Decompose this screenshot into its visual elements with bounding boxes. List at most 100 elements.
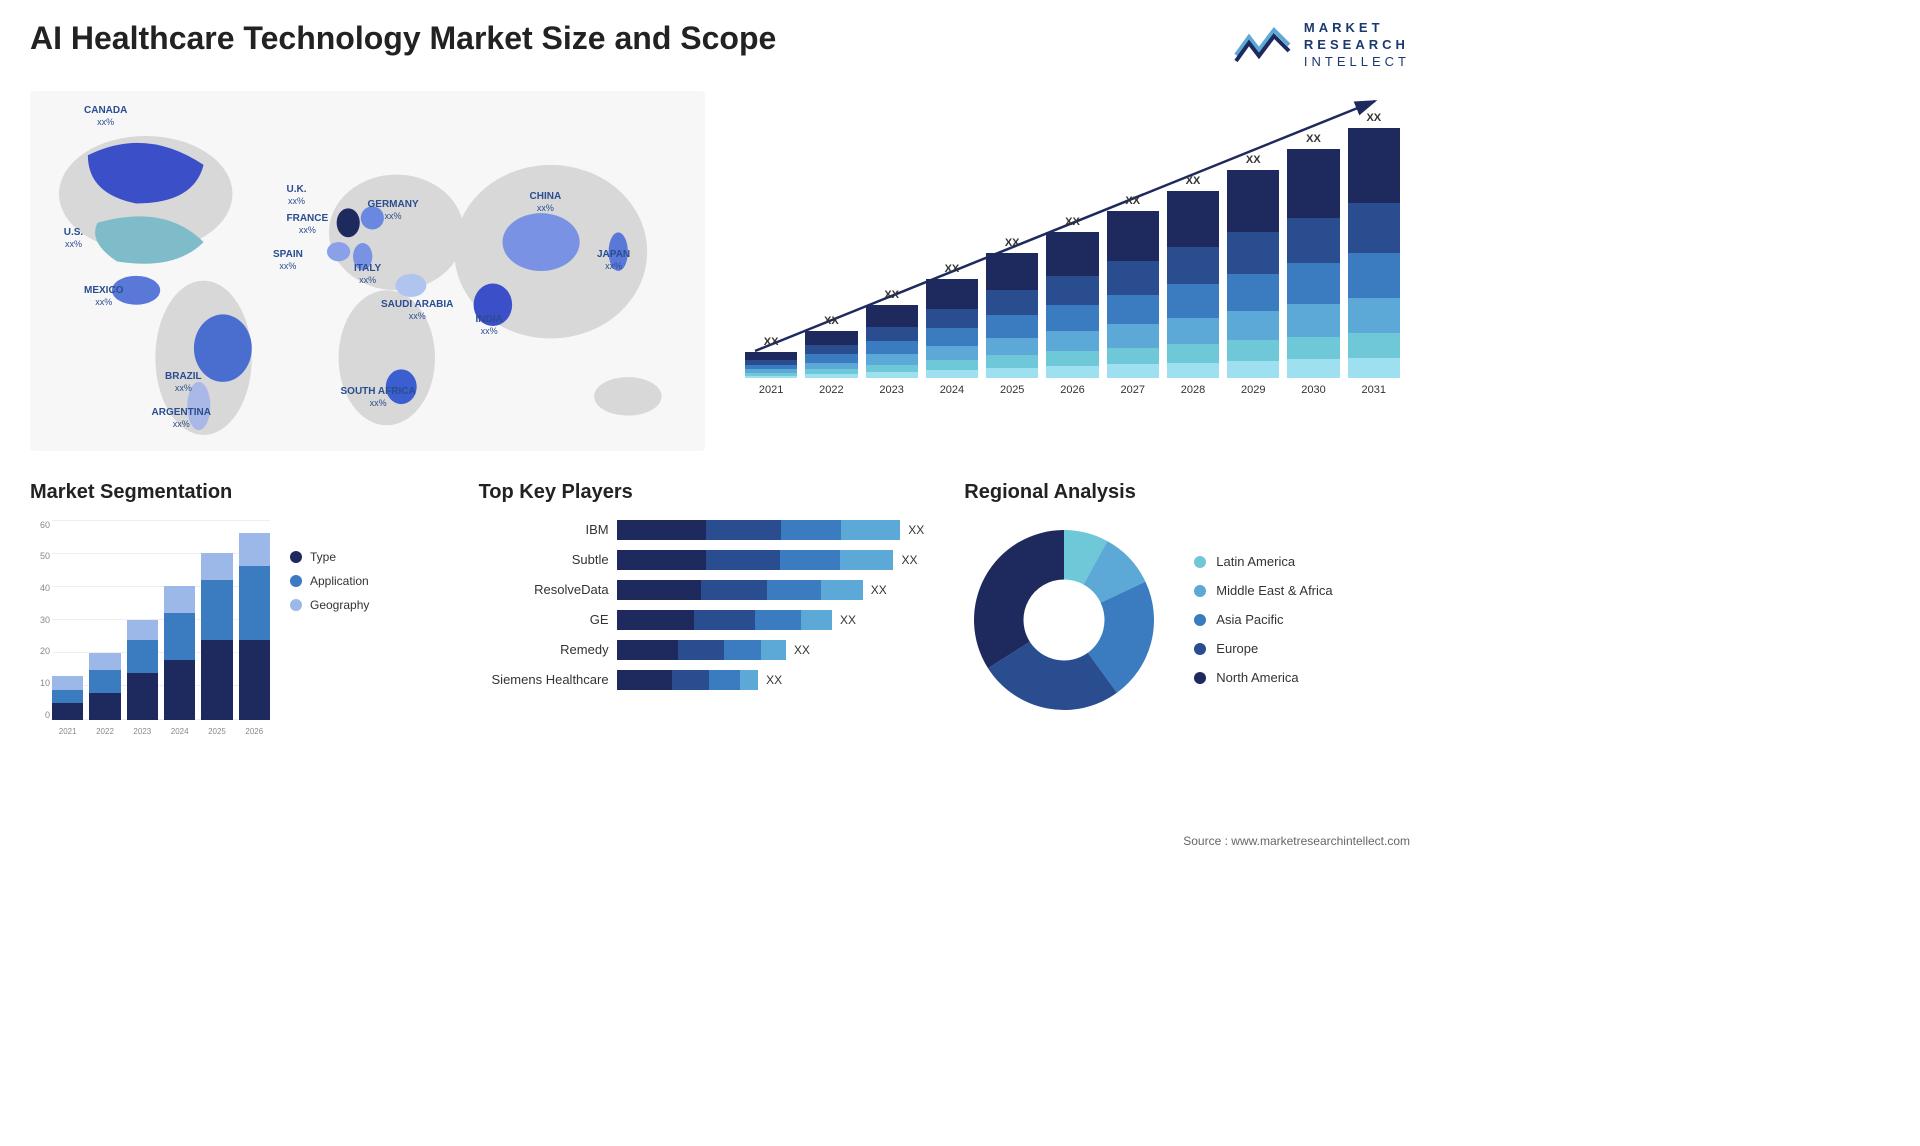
map-label-saudiarabia: SAUDI ARABIAxx%: [381, 299, 453, 323]
growth-year-label: 2027: [1120, 384, 1144, 396]
map-label-france: FRANCExx%: [287, 213, 329, 237]
seg-year-label: 2021: [52, 727, 83, 736]
player-bar: XX: [617, 520, 925, 540]
growth-bar-2025: XX 2025: [986, 237, 1038, 396]
growth-bar-2024: XX 2024: [926, 263, 978, 396]
player-name: Siemens Healthcare: [479, 672, 609, 687]
regional-title: Regional Analysis: [964, 481, 1410, 504]
player-name: IBM: [479, 522, 609, 537]
growth-year-label: 2029: [1241, 384, 1265, 396]
seg-bar-2025: 2025: [201, 553, 232, 720]
map-label-spain: SPAINxx%: [273, 249, 303, 273]
player-bar: XX: [617, 640, 925, 660]
seg-year-label: 2023: [127, 727, 158, 736]
seg-bar-2021: 2021: [52, 676, 83, 719]
regional-donut: [964, 520, 1164, 720]
map-label-india: INDIAxx%: [476, 314, 503, 338]
map-label-canada: CANADAxx%: [84, 105, 127, 129]
player-value: XX: [794, 643, 810, 657]
player-name: Subtle: [479, 552, 609, 567]
regional-chart: Latin America Middle East & Africa Asia Pa…: [964, 520, 1410, 720]
world-map-section: CANADAxx% U.S.xx% MEXICOxx% BRAZILxx% ARGENT…: [30, 91, 705, 451]
segmentation-plot: 6050403020100 202120222023202420252026: [30, 520, 270, 740]
growth-bar-label: XX: [1246, 154, 1261, 166]
growth-bar-label: XX: [1125, 195, 1140, 207]
player-name: ResolveData: [479, 582, 609, 597]
seg-legend-application: Application: [290, 574, 369, 588]
player-bar: XX: [617, 670, 925, 690]
seg-legend-geography: Geography: [290, 598, 369, 612]
region-legend-middleeastafrica: Middle East & Africa: [1194, 583, 1332, 598]
growth-bar-label: XX: [1366, 112, 1381, 124]
seg-bar-2024: 2024: [164, 586, 195, 719]
player-row-ge: GE XX: [479, 610, 925, 630]
region-legend-latinamerica: Latin America: [1194, 554, 1332, 569]
player-value: XX: [766, 673, 782, 687]
growth-bar-label: XX: [884, 289, 899, 301]
growth-bar-2021: XX 2021: [745, 336, 797, 396]
map-label-china: CHINAxx%: [530, 191, 562, 215]
map-label-brazil: BRAZILxx%: [165, 371, 202, 395]
players-title: Top Key Players: [479, 481, 925, 504]
players-section: Top Key Players IBMXXSubtleXXResolveData…: [479, 481, 925, 740]
logo-icon: [1234, 25, 1294, 65]
donut-slice-northamerica: [974, 530, 1064, 668]
header: AI Healthcare Technology Market Size and…: [30, 20, 1410, 71]
growth-bar-2027: XX 2027: [1107, 195, 1159, 395]
growth-bar-label: XX: [1005, 237, 1020, 249]
logo-text: MARKET RESEARCH INTELLECT: [1304, 20, 1410, 71]
player-value: XX: [871, 583, 887, 597]
seg-year-label: 2022: [89, 727, 120, 736]
map-label-argentina: ARGENTINAxx%: [152, 407, 211, 431]
growth-bar-label: XX: [764, 336, 779, 348]
player-value: XX: [840, 613, 856, 627]
player-bar: XX: [617, 580, 925, 600]
growth-bar-2026: XX2026: [1046, 216, 1098, 396]
segmentation-section: Market Segmentation 6050403020100 202120…: [30, 481, 439, 740]
growth-year-label: 2025: [1000, 384, 1024, 396]
map-label-italy: ITALYxx%: [354, 263, 381, 287]
page-title: AI Healthcare Technology Market Size and…: [30, 20, 776, 57]
map-label-us: U.S.xx%: [64, 227, 83, 251]
region-legend-europe: Europe: [1194, 641, 1332, 656]
seg-year-label: 2025: [201, 727, 232, 736]
growth-year-label: 2021: [759, 384, 783, 396]
map-label-japan: JAPANxx%: [597, 249, 630, 273]
top-row: CANADAxx% U.S.xx% MEXICOxx% BRAZILxx% ARGENT…: [30, 91, 1410, 451]
seg-bar-2022: 2022: [89, 653, 120, 720]
source-attribution: Source : www.marketresearchintellect.com: [1183, 834, 1410, 848]
player-row-siemenshealthcare: Siemens Healthcare XX: [479, 670, 925, 690]
segmentation-title: Market Segmentation: [30, 481, 439, 504]
growth-year-label: 2024: [940, 384, 964, 396]
seg-year-label: 2026: [239, 727, 270, 736]
growth-year-label: 2026: [1060, 384, 1084, 396]
player-value: XX: [908, 523, 924, 537]
map-label-southafrica: SOUTH AFRICAxx%: [341, 386, 416, 410]
growth-forecast-section: XX2021XX2022XX2023XX2024XX2025XX2026XX20…: [735, 91, 1410, 451]
seg-year-label: 2024: [164, 727, 195, 736]
seg-legend-type: Type: [290, 550, 369, 564]
growth-bar-2028: XX2028: [1167, 175, 1219, 396]
player-row-remedy: RemedyXX: [479, 640, 925, 660]
segmentation-legend: Type Application Geography: [290, 520, 369, 740]
segmentation-bars: 202120222023202420252026: [52, 520, 270, 720]
growth-bar-2031: XX2031: [1348, 112, 1400, 396]
growth-bar-2029: XX 2029: [1227, 154, 1279, 396]
growth-year-label: 2030: [1301, 384, 1325, 396]
seg-bar-2023: 2023: [127, 620, 158, 720]
growth-bar-2022: XX2022: [805, 315, 857, 396]
region-legend-asiapacific: Asia Pacific: [1194, 612, 1332, 627]
map-label-mexico: MEXICOxx%: [84, 285, 123, 309]
regional-section: Regional Analysis Latin America Middle Ea…: [964, 481, 1410, 740]
player-row-resolvedata: ResolveData XX: [479, 580, 925, 600]
segmentation-y-axis: 6050403020100: [30, 520, 50, 720]
brand-logo: MARKET RESEARCH INTELLECT: [1234, 20, 1410, 71]
world-map: CANADAxx% U.S.xx% MEXICOxx% BRAZILxx% ARGENT…: [30, 91, 705, 451]
player-name: GE: [479, 612, 609, 627]
player-bar: XX: [617, 610, 925, 630]
map-label-germany: GERMANYxx%: [368, 199, 419, 223]
segmentation-chart: 6050403020100 202120222023202420252026 T…: [30, 520, 439, 740]
growth-bar-label: XX: [945, 263, 960, 275]
growth-year-label: 2022: [819, 384, 843, 396]
growth-year-label: 2023: [879, 384, 903, 396]
